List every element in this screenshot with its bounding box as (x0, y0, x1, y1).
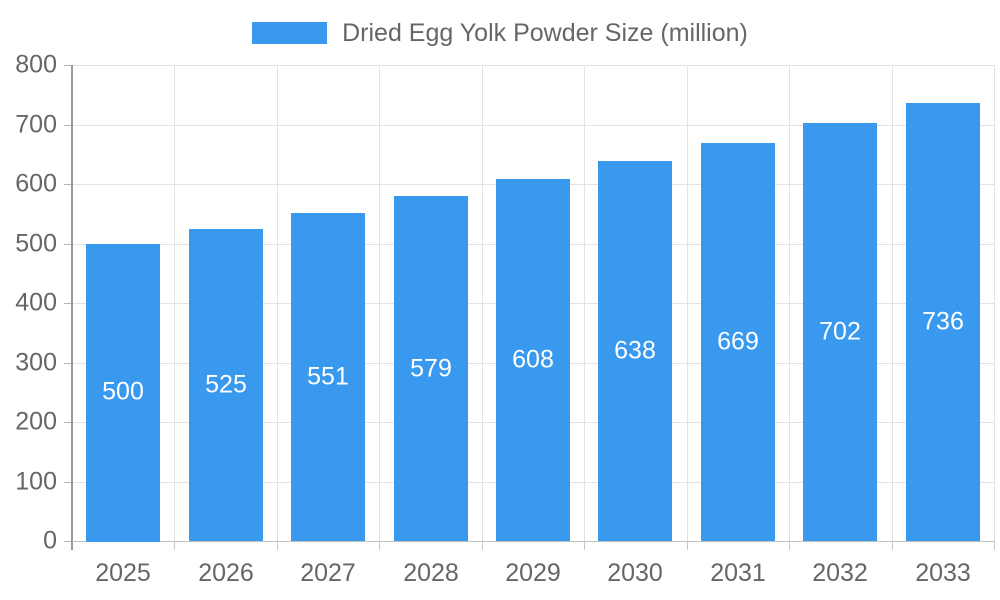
x-tick (482, 541, 483, 550)
x-gridline (277, 65, 278, 541)
x-axis-label: 2027 (300, 559, 356, 587)
x-tick (789, 541, 790, 550)
x-tick (687, 541, 688, 550)
legend-label: Dried Egg Yolk Powder Size (million) (342, 19, 748, 47)
y-tick (64, 303, 72, 304)
x-gridline (789, 65, 790, 541)
x-tick (379, 541, 380, 550)
y-tick (64, 65, 72, 66)
x-axis-label: 2026 (198, 559, 254, 587)
y-tick (64, 422, 72, 423)
y-axis-label: 200 (15, 407, 57, 436)
bar-value-label: 500 (102, 377, 144, 406)
bar (496, 179, 570, 541)
bar-value-label: 579 (410, 354, 452, 383)
y-gridline (72, 125, 994, 126)
bar-value-label: 702 (819, 317, 861, 346)
y-axis-label: 700 (15, 110, 57, 139)
bar (189, 229, 263, 541)
x-gridline (482, 65, 483, 541)
y-axis-label: 500 (15, 229, 57, 258)
bar-value-label: 525 (205, 370, 247, 399)
bar-value-label: 736 (922, 307, 964, 336)
y-axis-label: 400 (15, 288, 57, 317)
y-tick (64, 541, 72, 542)
x-tick (584, 541, 585, 550)
x-gridline (687, 65, 688, 541)
y-axis-label: 600 (15, 169, 57, 198)
bar (291, 213, 365, 541)
x-axis-label: 2028 (403, 559, 459, 587)
y-axis-label: 300 (15, 348, 57, 377)
bar (598, 161, 672, 541)
x-axis-line (72, 541, 994, 542)
y-axis-label: 0 (43, 526, 57, 555)
y-axis-line (71, 65, 73, 550)
y-tick (64, 125, 72, 126)
y-axis-label: 800 (15, 50, 57, 79)
x-tick (892, 541, 893, 550)
x-axis-label: 2033 (915, 559, 971, 587)
bar (701, 143, 775, 541)
x-axis-label: 2029 (505, 559, 561, 587)
y-tick (64, 482, 72, 483)
y-tick (64, 184, 72, 185)
bar-value-label: 608 (512, 345, 554, 374)
y-tick (64, 244, 72, 245)
y-tick (64, 363, 72, 364)
x-gridline (994, 65, 995, 541)
bar (906, 103, 980, 541)
bar (86, 244, 160, 542)
bar (803, 123, 877, 541)
x-gridline (174, 65, 175, 541)
x-gridline (379, 65, 380, 541)
x-gridline (892, 65, 893, 541)
legend[interactable]: Dried Egg Yolk Powder Size (million) (0, 20, 1000, 46)
x-tick (174, 541, 175, 550)
x-tick (277, 541, 278, 550)
y-gridline (72, 65, 994, 66)
x-gridline (584, 65, 585, 541)
legend-swatch (252, 22, 328, 44)
bar-value-label: 669 (717, 327, 759, 356)
x-axis-label: 2032 (812, 559, 868, 587)
bar-value-label: 551 (307, 362, 349, 391)
x-axis-label: 2031 (710, 559, 766, 587)
x-tick (994, 541, 995, 550)
y-axis-label: 100 (15, 467, 57, 496)
x-axis-label: 2030 (607, 559, 663, 587)
bar (394, 196, 468, 541)
x-axis-label: 2025 (95, 559, 151, 587)
bar-value-label: 638 (614, 336, 656, 365)
